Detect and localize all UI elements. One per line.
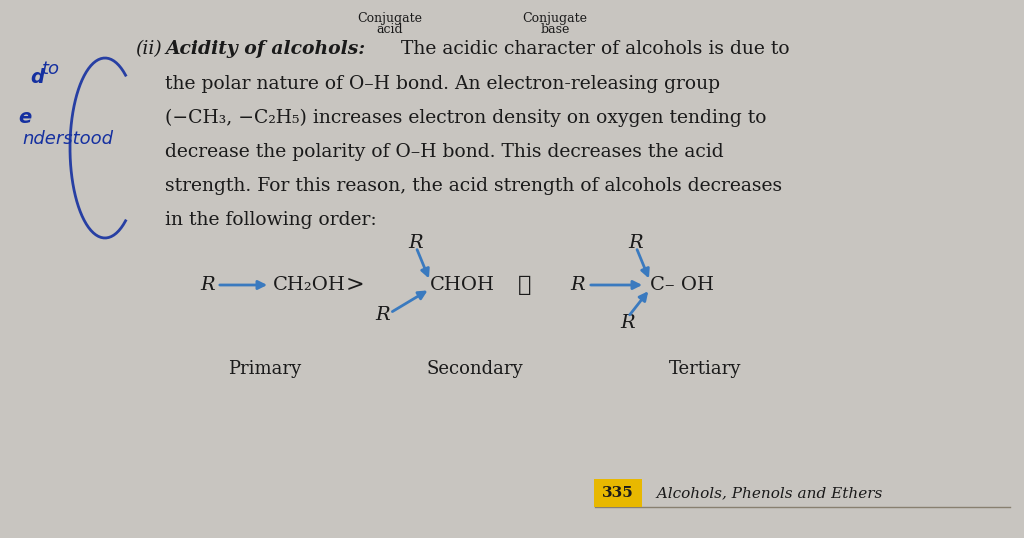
Text: (−CH₃, −C₂H₅) increases electron density on oxygen tending to: (−CH₃, −C₂H₅) increases electron density…	[165, 109, 767, 128]
Text: The acidic character of alcohols is due to: The acidic character of alcohols is due …	[395, 40, 790, 58]
Text: R: R	[375, 306, 389, 324]
Text: (ii): (ii)	[135, 40, 162, 58]
Text: ≫: ≫	[518, 274, 531, 296]
Text: decrease the polarity of O–H bond. This decreases the acid: decrease the polarity of O–H bond. This …	[165, 143, 724, 161]
Text: strength. For this reason, the acid strength of alcohols decreases: strength. For this reason, the acid stre…	[165, 177, 782, 195]
Text: CH₂OH: CH₂OH	[273, 276, 346, 294]
Text: Primary: Primary	[228, 360, 301, 378]
Text: R: R	[570, 276, 585, 294]
Text: the polar nature of O–H bond. An electron-releasing group: the polar nature of O–H bond. An electro…	[165, 75, 720, 93]
FancyBboxPatch shape	[594, 479, 642, 507]
Text: e: e	[18, 108, 32, 127]
Text: in the following order:: in the following order:	[165, 211, 377, 229]
Text: to: to	[42, 60, 60, 78]
Text: R: R	[408, 234, 423, 252]
Text: C– OH: C– OH	[650, 276, 714, 294]
Text: >: >	[346, 274, 365, 296]
Text: CHOH: CHOH	[430, 276, 495, 294]
Text: 335: 335	[602, 486, 634, 500]
Text: Conjugate: Conjugate	[357, 12, 423, 25]
Text: base: base	[541, 23, 569, 36]
Text: Tertiary: Tertiary	[669, 360, 741, 378]
Text: Conjugate: Conjugate	[522, 12, 588, 25]
Text: Acidity of alcohols:: Acidity of alcohols:	[165, 40, 366, 58]
Text: Secondary: Secondary	[427, 360, 523, 378]
Text: Alcohols, Phenols and Ethers: Alcohols, Phenols and Ethers	[647, 486, 883, 500]
Text: R: R	[201, 276, 215, 294]
Text: acid: acid	[377, 23, 403, 36]
Text: nderstood: nderstood	[22, 130, 113, 148]
Text: R: R	[628, 234, 643, 252]
Text: R: R	[620, 314, 635, 332]
Text: d: d	[30, 68, 44, 87]
